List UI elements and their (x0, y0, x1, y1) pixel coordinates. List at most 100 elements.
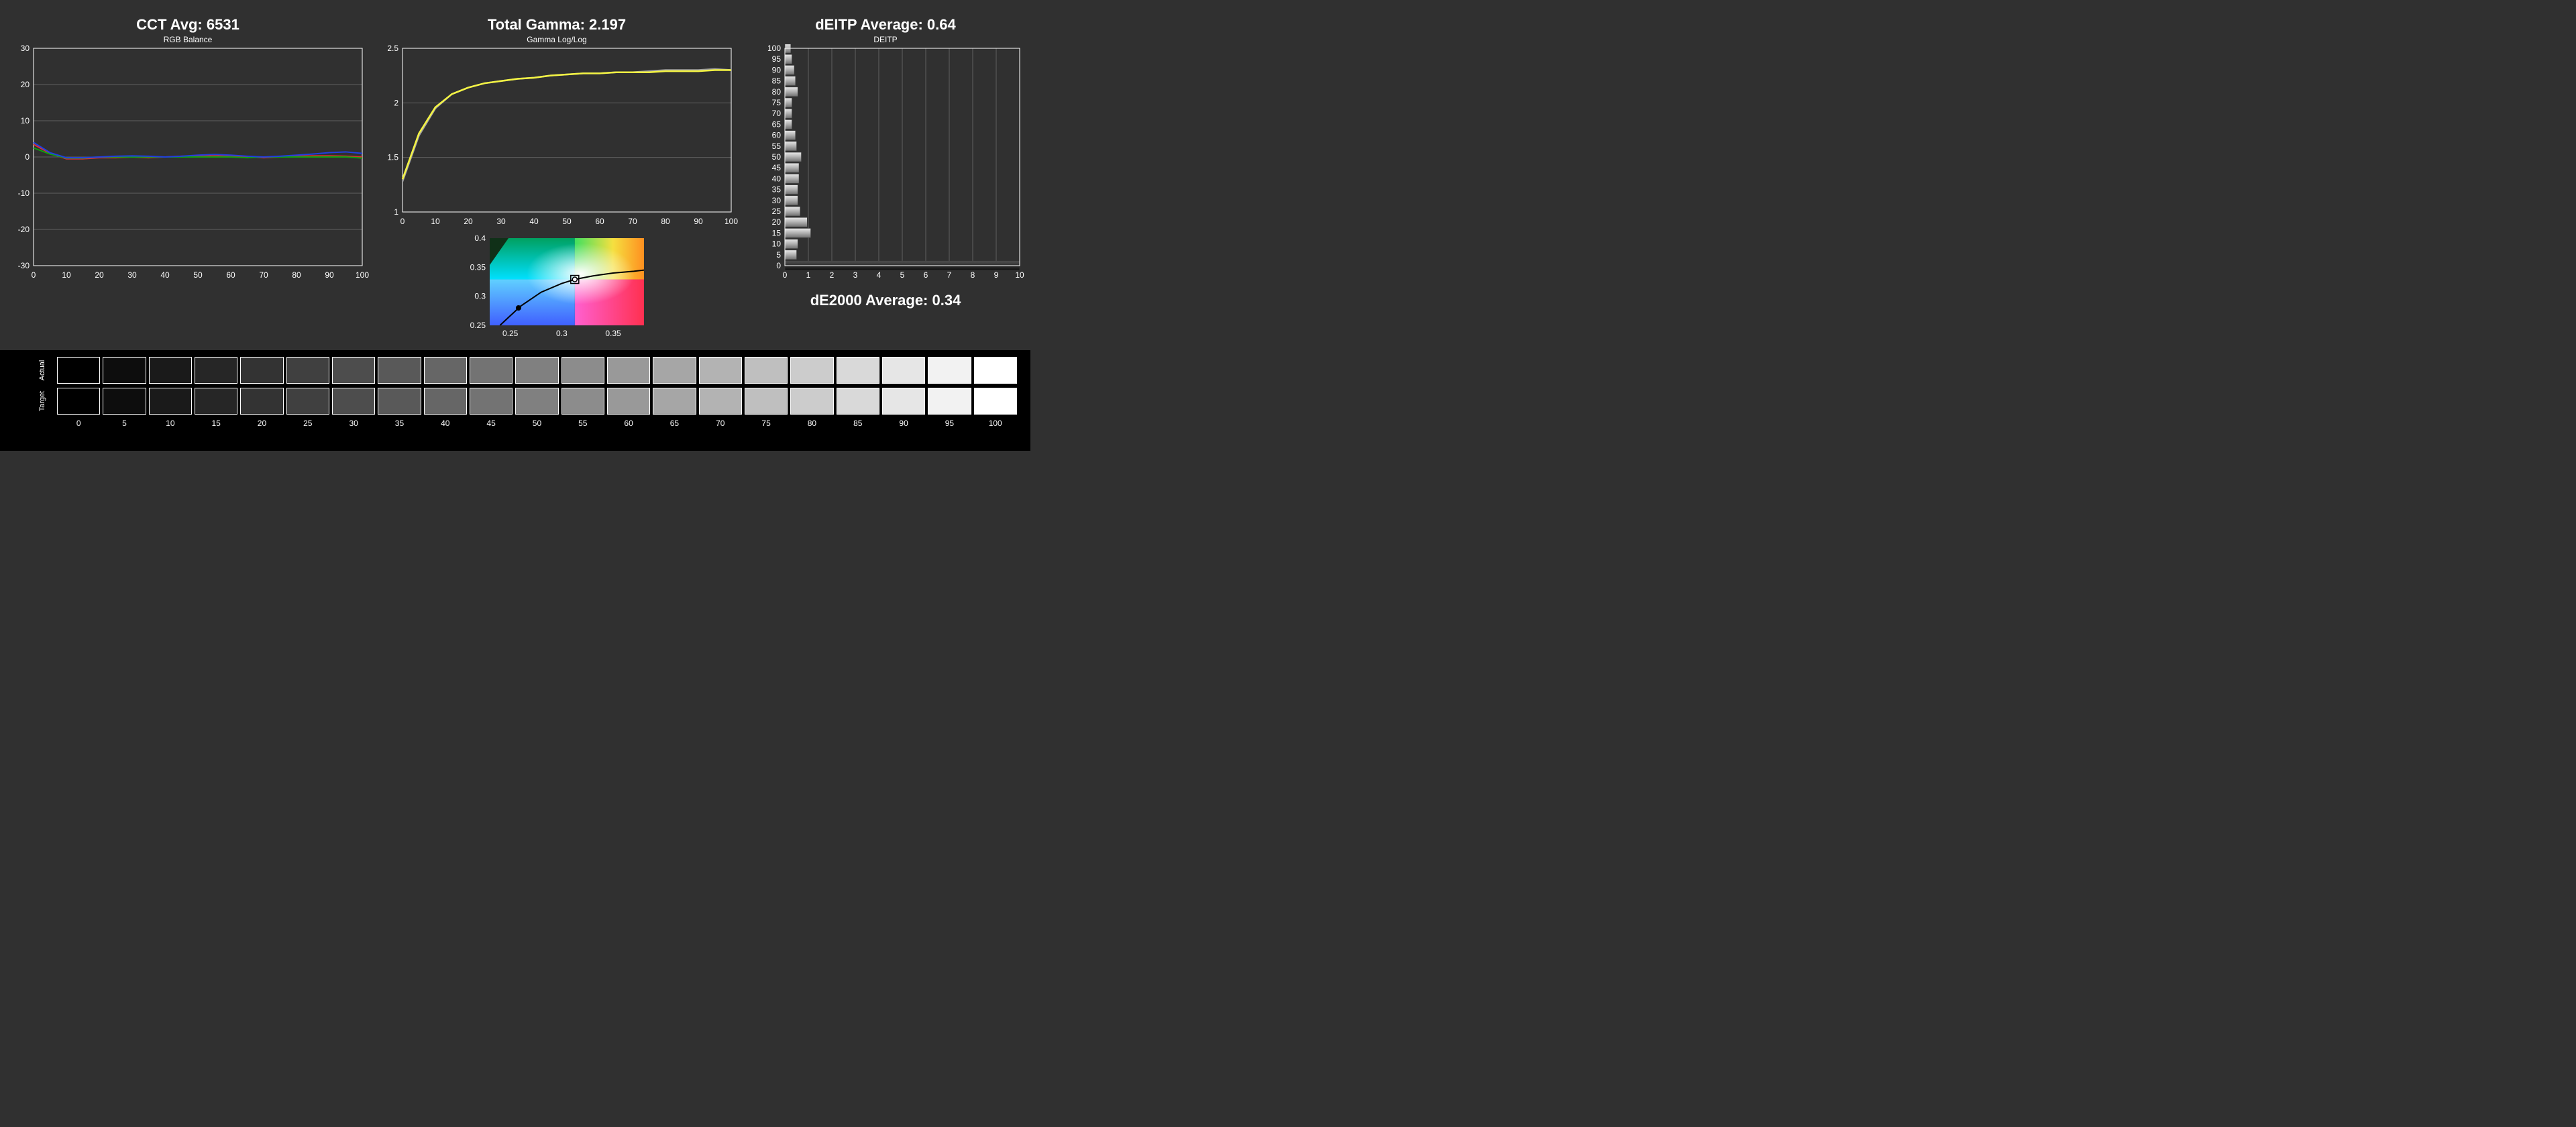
grayscale-tick: 45 (470, 419, 513, 428)
grayscale-tick: 55 (561, 419, 604, 428)
svg-text:0: 0 (776, 261, 781, 270)
svg-text:45: 45 (772, 163, 782, 172)
grayscale-tick: 70 (699, 419, 742, 428)
grayscale-swatch-target (424, 388, 467, 415)
gamma-chart: 11.522.50102030405060708090100 (376, 44, 738, 232)
grayscale-swatch-actual (378, 357, 421, 384)
svg-text:30: 30 (21, 44, 30, 53)
svg-text:0.35: 0.35 (470, 262, 486, 272)
svg-text:0.3: 0.3 (474, 292, 486, 301)
svg-text:1.5: 1.5 (387, 153, 398, 162)
svg-text:70: 70 (772, 109, 782, 118)
svg-text:3: 3 (853, 270, 858, 280)
grayscale-swatch-actual (470, 357, 513, 384)
grayscale-tick: 50 (515, 419, 558, 428)
grayscale-tick: 90 (882, 419, 925, 428)
svg-text:90: 90 (772, 65, 782, 74)
grayscale-swatch-actual (974, 357, 1017, 384)
grayscale-swatch-actual (928, 357, 971, 384)
deitp-subtitle: DEITP (745, 35, 1026, 44)
svg-text:0: 0 (783, 270, 788, 280)
svg-text:60: 60 (226, 270, 235, 280)
total-gamma-title: Total Gamma: 2.197 (376, 16, 738, 34)
grayscale-swatch-actual (653, 357, 696, 384)
cie-inset-chart: 0.25 0.3 0.35 0.4 0.25 0.3 0.35 (456, 235, 657, 343)
svg-text:20: 20 (21, 80, 30, 89)
svg-text:2: 2 (830, 270, 835, 280)
svg-text:50: 50 (193, 270, 203, 280)
grayscale-swatch-actual (607, 357, 650, 384)
grayscale-row-target: Target (57, 388, 1017, 415)
svg-text:60: 60 (595, 217, 604, 226)
svg-text:7: 7 (947, 270, 952, 280)
svg-text:10: 10 (772, 239, 782, 249)
svg-text:0.25: 0.25 (502, 329, 519, 338)
grayscale-swatch-actual (561, 357, 604, 384)
grayscale-swatch-actual (699, 357, 742, 384)
svg-text:10: 10 (1015, 270, 1024, 280)
svg-text:50: 50 (562, 217, 572, 226)
cct-avg-title: CCT Avg: 6531 (7, 16, 369, 34)
grayscale-label-target: Target (38, 391, 46, 412)
rgb-balance-chart: -30-20-1001020300102030405060708090100 (7, 44, 369, 286)
svg-text:10: 10 (62, 270, 71, 280)
svg-text:0.35: 0.35 (605, 329, 621, 338)
svg-text:9: 9 (994, 270, 999, 280)
gamma-panel: Total Gamma: 2.197 Gamma Log/Log 11.522.… (376, 16, 738, 343)
svg-text:100: 100 (356, 270, 369, 280)
svg-text:100: 100 (724, 217, 738, 226)
grayscale-swatch-actual (837, 357, 879, 384)
grayscale-swatch-actual (790, 357, 833, 384)
grayscale-tick: 10 (149, 419, 192, 428)
svg-text:6: 6 (924, 270, 928, 280)
svg-text:15: 15 (772, 228, 782, 237)
grayscale-swatch-actual (103, 357, 146, 384)
svg-text:1: 1 (806, 270, 811, 280)
grayscale-tick: 5 (103, 419, 146, 428)
grayscale-swatch-target (882, 388, 925, 415)
svg-text:85: 85 (772, 76, 782, 86)
grayscale-tick: 100 (974, 419, 1017, 428)
grayscale-swatch-target (195, 388, 237, 415)
svg-text:30: 30 (496, 217, 506, 226)
svg-text:0.25: 0.25 (470, 321, 486, 330)
grayscale-swatch-target (103, 388, 146, 415)
svg-text:75: 75 (772, 98, 782, 107)
de2000-avg-title: dE2000 Average: 0.34 (745, 292, 1026, 309)
grayscale-swatch-target (57, 388, 100, 415)
grayscale-swatch-target (561, 388, 604, 415)
svg-text:65: 65 (772, 119, 782, 129)
grayscale-swatch-actual (149, 357, 192, 384)
grayscale-swatch-target (515, 388, 558, 415)
grayscale-ticks: 0510152025303540455055606570758085909510… (57, 419, 1017, 428)
grayscale-swatch-target (745, 388, 788, 415)
grayscale-tick: 80 (790, 419, 833, 428)
svg-text:-30: -30 (18, 261, 30, 270)
grayscale-tick: 60 (607, 419, 650, 428)
grayscale-swatch-actual (57, 357, 100, 384)
svg-text:95: 95 (772, 54, 782, 64)
svg-text:55: 55 (772, 142, 782, 151)
svg-text:30: 30 (127, 270, 137, 280)
svg-text:90: 90 (325, 270, 334, 280)
grayscale-tick: 15 (195, 419, 237, 428)
grayscale-swatch-actual (424, 357, 467, 384)
svg-text:40: 40 (160, 270, 170, 280)
svg-text:1: 1 (394, 207, 398, 217)
svg-text:0.4: 0.4 (474, 235, 486, 243)
svg-text:0.3: 0.3 (556, 329, 568, 338)
svg-text:80: 80 (772, 87, 782, 97)
svg-text:20: 20 (772, 217, 782, 227)
grayscale-swatch-actual (745, 357, 788, 384)
svg-text:-10: -10 (18, 189, 30, 198)
grayscale-swatch-target (240, 388, 283, 415)
deitp-chart: 0123456789100510152025303540455055606570… (745, 44, 1026, 286)
svg-text:5: 5 (900, 270, 905, 280)
svg-text:30: 30 (772, 196, 782, 205)
deitp-panel: dEITP Average: 0.64 DEITP 01234567891005… (745, 16, 1026, 309)
grayscale-tick: 85 (837, 419, 879, 428)
svg-text:2.5: 2.5 (387, 44, 398, 53)
grayscale-label-actual: Actual (38, 360, 46, 381)
grayscale-swatch-target (470, 388, 513, 415)
svg-text:10: 10 (431, 217, 440, 226)
